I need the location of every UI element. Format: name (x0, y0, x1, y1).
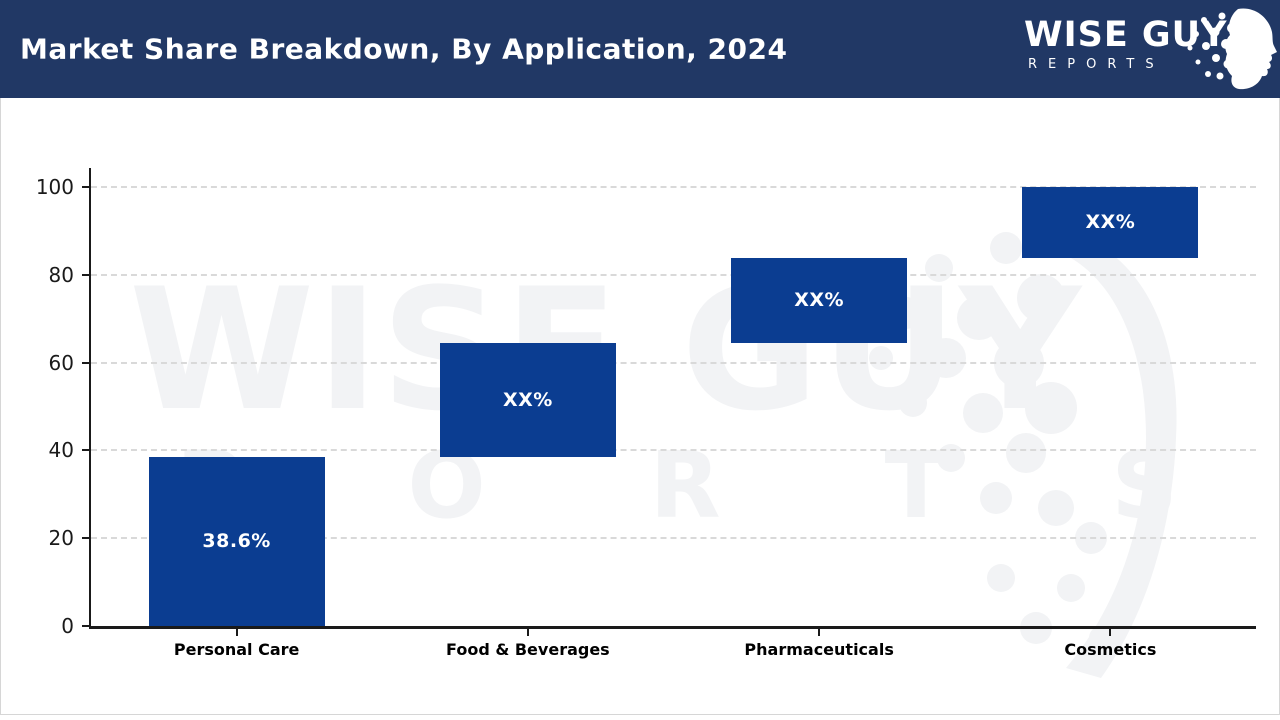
x-tick-mark (526, 629, 529, 636)
y-tick-label: 80 (48, 262, 74, 287)
y-gridline (91, 361, 1256, 364)
y-gridline (91, 449, 1256, 452)
x-tick-label: Cosmetics (1064, 640, 1157, 659)
y-gridline (91, 273, 1256, 276)
y-tick-mark (82, 185, 89, 188)
bar-value-label: XX% (1085, 211, 1136, 234)
x-tick-label: Food & Beverages (446, 640, 610, 659)
bar-personal-care: 38.6% (148, 456, 325, 626)
y-tick-mark (82, 273, 89, 276)
plot-area: 0 20 40 60 80 100 38.6% Personal Care XX% Food & … (36, 168, 1256, 659)
x-tick-mark (818, 629, 821, 636)
y-tick-label: 20 (48, 526, 74, 551)
x-tick-mark (235, 629, 238, 636)
bar-value-label: XX% (794, 289, 845, 312)
y-tick-label: 100 (35, 174, 74, 199)
y-tick-label: 60 (48, 350, 74, 375)
wise-guy-logo: WISE GUY REPORTS (1024, 4, 1277, 94)
header-band: Market Share Breakdown, By Application, … (0, 0, 1280, 98)
bar-cosmetics: XX% (1022, 186, 1199, 259)
y-tick-label: 40 (48, 438, 74, 463)
x-tick-mark (1109, 629, 1112, 636)
y-tick-mark (82, 361, 89, 364)
y-tick-label: 0 (61, 614, 74, 638)
bar-value-label: XX% (502, 388, 553, 411)
logo-face-icon (1187, 8, 1277, 90)
bar-value-label: 38.6% (202, 530, 271, 553)
y-tick-mark (82, 449, 89, 452)
logo-text: WISE GUY REPORTS (1024, 15, 1228, 73)
chart-card: WISE GUY P O R T S 0 20 40 60 80 100 38.6% Pers… (0, 98, 1280, 715)
y-tick-mark (82, 625, 89, 627)
logo-wordmark: WISE GUY (1024, 15, 1228, 55)
y-gridline (91, 185, 1256, 188)
bar-pharmaceuticals: XX% (731, 258, 908, 343)
logo-subtitle: REPORTS (1028, 57, 1165, 72)
x-tick-label: Personal Care (173, 640, 300, 659)
x-tick-label: Pharmaceuticals (744, 640, 894, 659)
y-gridline (91, 537, 1256, 540)
bar-food-beverages: XX% (439, 342, 616, 457)
chart-title: Market Share Breakdown, By Application, … (20, 32, 788, 66)
y-tick-mark (82, 537, 89, 540)
